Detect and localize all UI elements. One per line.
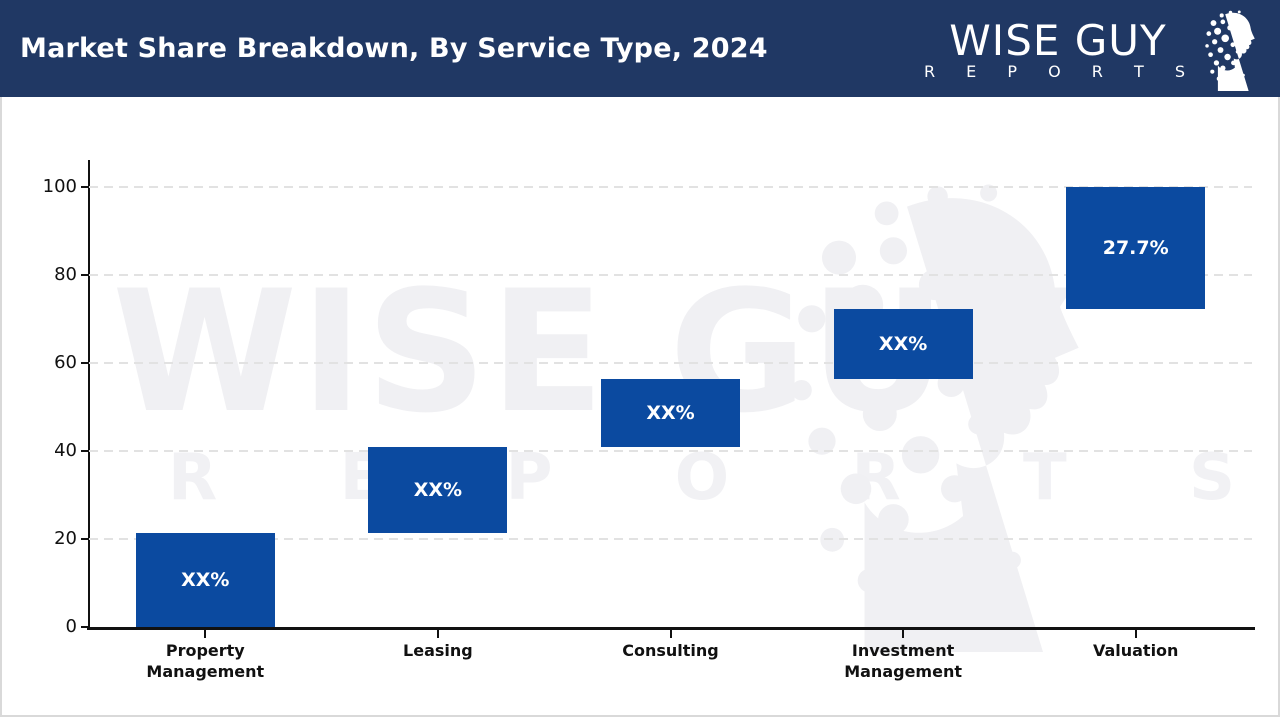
gridline-20 [89, 538, 1252, 540]
watermark-subtext: R E P O R T S [168, 441, 1280, 515]
x-tick-investment-management [902, 630, 905, 638]
frame-bottom-border [0, 715, 1280, 717]
y-tick-20 [81, 538, 89, 540]
frame-left-border [0, 97, 2, 717]
gridline-60 [89, 362, 1252, 364]
category-label-valuation: Valuation [1092, 641, 1179, 660]
y-axis-line [88, 160, 90, 630]
y-tick-80 [81, 274, 89, 276]
bar-value-label: XX% [878, 332, 928, 355]
bar-value-label: 27.7% [1102, 236, 1169, 259]
wiseguy-head-icon [1204, 9, 1264, 91]
y-tick-label-100: 100 [42, 176, 77, 197]
wiseguy-wordmark: WISE GUY R E P O R T S [918, 20, 1198, 80]
bar-valuation: 27.7% [1066, 187, 1206, 309]
wiseguy-logo: WISE GUY R E P O R T S [918, 8, 1264, 92]
bar-value-label: XX% [181, 568, 230, 591]
bar-consulting: XX% [601, 378, 740, 448]
y-tick-label-0: 0 [65, 616, 77, 637]
x-axis-line [87, 627, 1255, 630]
gridline-80 [89, 274, 1252, 276]
bar-leasing: XX% [368, 447, 508, 533]
category-label-leasing: Leasing [403, 641, 473, 660]
x-tick-leasing [436, 630, 439, 638]
gridline-40 [89, 450, 1252, 452]
bar-property-management: XX% [135, 532, 275, 627]
y-tick-40 [81, 450, 89, 452]
x-tick-property-management [204, 630, 207, 638]
bar-investment-management: XX% [833, 308, 973, 379]
logo-name: WISE GUY [949, 16, 1167, 65]
category-label-consulting: Consulting [622, 641, 719, 660]
x-tick-valuation [1134, 630, 1137, 638]
header-bar: Market Share Breakdown, By Service Type,… [0, 0, 1280, 97]
logo-subtitle: R E P O R T S [923, 62, 1198, 81]
bar-value-label: XX% [646, 401, 695, 424]
y-tick-label-20: 20 [54, 528, 77, 549]
category-label-property-management: Property Management [146, 641, 265, 681]
y-tick-60 [81, 362, 89, 364]
y-tick-label-60: 60 [54, 352, 77, 373]
category-label-investment-management: Investment Management [844, 641, 962, 681]
y-tick-label-40: 40 [54, 440, 77, 461]
frame-right-border [1278, 97, 1280, 717]
y-tick-0 [81, 626, 89, 628]
gridline-100 [89, 186, 1252, 188]
bar-value-label: XX% [413, 478, 463, 501]
y-tick-100 [81, 186, 89, 188]
chart-title: Market Share Breakdown, By Service Type,… [20, 33, 768, 64]
y-tick-label-80: 80 [54, 264, 77, 285]
x-tick-consulting [669, 630, 672, 638]
